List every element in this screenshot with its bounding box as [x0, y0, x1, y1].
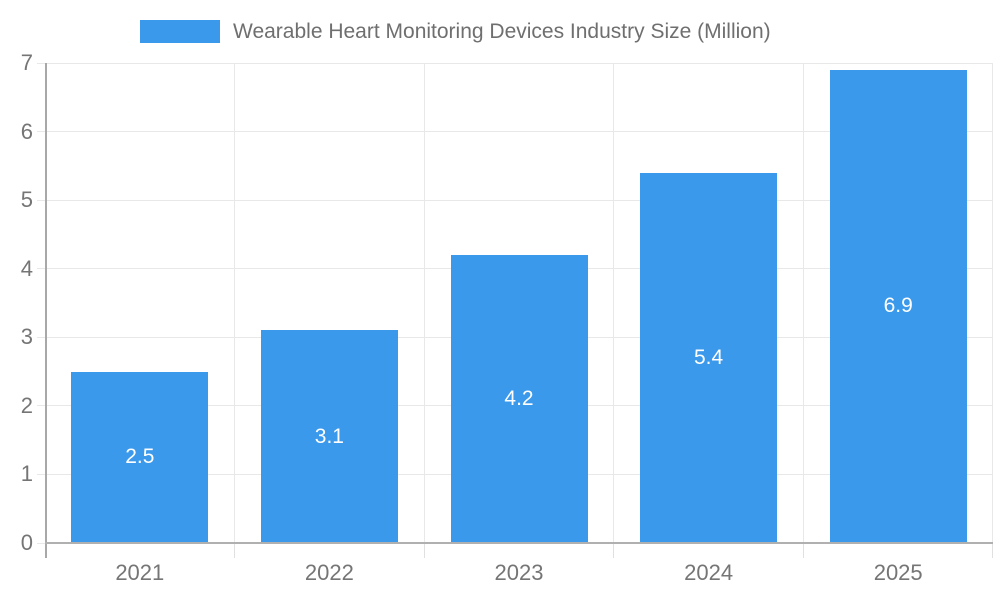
gridline	[234, 63, 236, 543]
bar: 6.9	[829, 69, 967, 543]
bar: 3.1	[260, 330, 398, 543]
bar-value-label: 3.1	[314, 424, 344, 448]
gridline	[613, 63, 615, 543]
gridline	[37, 199, 993, 201]
y-tick-label: 2	[20, 392, 33, 418]
x-axis-line	[45, 542, 993, 544]
y-axis-line	[45, 63, 47, 558]
x-axis-tick	[234, 544, 236, 558]
bar: 5.4	[640, 172, 778, 543]
y-tick-label: 3	[20, 324, 33, 350]
x-tick-label: 2024	[684, 560, 734, 585]
gridline	[992, 63, 993, 543]
legend-swatch	[140, 20, 220, 43]
gridline	[802, 63, 804, 543]
plot-area: 2.5 3.1 4.2 5.4 6.9	[37, 62, 993, 544]
x-axis-tick	[423, 544, 425, 558]
gridline	[37, 131, 993, 133]
gridline	[423, 63, 425, 543]
y-tick-label: 7	[20, 50, 33, 75]
x-tick-label: 2023	[494, 560, 544, 585]
bar-value-label: 4.2	[504, 387, 534, 410]
y-tick-label: 0	[20, 530, 33, 555]
x-axis-tick	[613, 544, 615, 558]
x-tick-label: 2022	[304, 560, 354, 585]
bar: 4.2	[450, 255, 588, 543]
x-tick-label: 2025	[873, 560, 923, 585]
bar-value-label: 6.9	[883, 294, 913, 318]
bar: 2.5	[71, 371, 209, 543]
y-tick-label: 5	[20, 187, 33, 213]
legend-label: Wearable Heart Monitoring Devices Indust…	[233, 20, 771, 43]
bar-value-label: 5.4	[693, 345, 724, 369]
y-tick-label: 6	[20, 118, 33, 144]
x-tick-label: 2021	[115, 560, 165, 585]
x-axis-tick	[802, 544, 804, 558]
x-axis-tick	[992, 544, 993, 558]
y-tick-label: 1	[20, 461, 33, 487]
gridline	[37, 62, 993, 64]
bar-value-label: 2.5	[125, 445, 155, 469]
y-tick-label: 4	[20, 255, 33, 281]
